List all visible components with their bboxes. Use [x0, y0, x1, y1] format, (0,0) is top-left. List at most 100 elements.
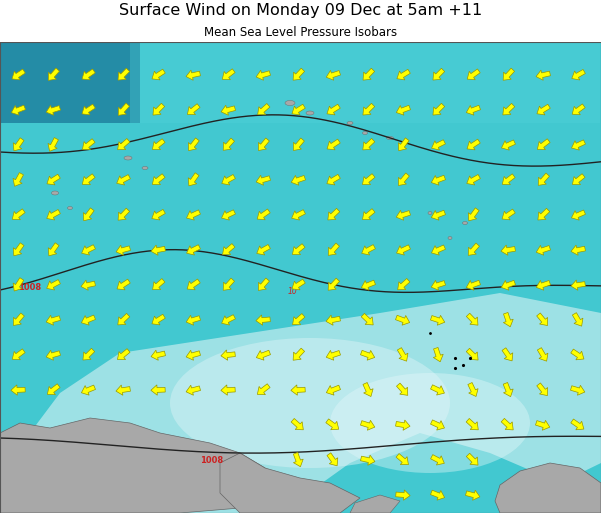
- Polygon shape: [466, 105, 481, 115]
- Polygon shape: [537, 139, 550, 150]
- Polygon shape: [223, 278, 234, 290]
- Polygon shape: [82, 104, 96, 115]
- Polygon shape: [537, 383, 548, 396]
- Polygon shape: [118, 103, 129, 115]
- Polygon shape: [495, 463, 601, 513]
- Polygon shape: [257, 209, 270, 220]
- Polygon shape: [13, 313, 25, 325]
- Polygon shape: [502, 174, 515, 185]
- Polygon shape: [293, 452, 303, 467]
- Polygon shape: [13, 278, 24, 291]
- Polygon shape: [258, 138, 269, 150]
- Polygon shape: [188, 173, 199, 186]
- Polygon shape: [82, 69, 95, 80]
- Polygon shape: [466, 419, 478, 430]
- Polygon shape: [258, 278, 269, 290]
- Polygon shape: [432, 140, 445, 150]
- Polygon shape: [504, 312, 513, 327]
- Polygon shape: [361, 313, 373, 325]
- Polygon shape: [432, 175, 445, 185]
- Polygon shape: [350, 495, 400, 513]
- Polygon shape: [363, 103, 375, 115]
- Polygon shape: [396, 210, 410, 220]
- Polygon shape: [430, 455, 444, 465]
- Polygon shape: [536, 281, 551, 290]
- Polygon shape: [118, 208, 130, 220]
- Polygon shape: [48, 68, 59, 81]
- Polygon shape: [398, 138, 409, 151]
- Polygon shape: [291, 210, 305, 220]
- Polygon shape: [396, 453, 409, 465]
- Polygon shape: [466, 280, 481, 290]
- Polygon shape: [186, 350, 201, 360]
- Ellipse shape: [124, 156, 132, 160]
- Polygon shape: [501, 140, 516, 150]
- Polygon shape: [221, 385, 235, 395]
- Polygon shape: [291, 419, 304, 430]
- Polygon shape: [12, 69, 25, 80]
- Polygon shape: [467, 174, 480, 185]
- Polygon shape: [116, 245, 130, 255]
- Polygon shape: [395, 315, 410, 325]
- Polygon shape: [81, 280, 96, 290]
- Polygon shape: [328, 243, 340, 255]
- Polygon shape: [572, 312, 583, 326]
- Ellipse shape: [142, 167, 148, 169]
- Polygon shape: [537, 313, 548, 326]
- Ellipse shape: [285, 101, 295, 106]
- Polygon shape: [536, 245, 551, 255]
- Ellipse shape: [362, 131, 367, 134]
- Ellipse shape: [347, 122, 353, 125]
- Polygon shape: [466, 348, 478, 360]
- Polygon shape: [186, 245, 201, 255]
- Polygon shape: [82, 245, 96, 255]
- Polygon shape: [363, 139, 375, 150]
- Polygon shape: [430, 420, 445, 430]
- Polygon shape: [327, 174, 340, 185]
- Polygon shape: [257, 384, 270, 394]
- Polygon shape: [431, 280, 445, 290]
- Polygon shape: [222, 244, 235, 254]
- Polygon shape: [13, 172, 23, 186]
- Polygon shape: [502, 348, 513, 361]
- Polygon shape: [326, 315, 340, 325]
- Polygon shape: [186, 385, 201, 395]
- Polygon shape: [535, 420, 550, 430]
- Polygon shape: [361, 420, 375, 430]
- Polygon shape: [326, 419, 339, 430]
- Polygon shape: [538, 173, 549, 185]
- Polygon shape: [222, 174, 236, 185]
- Polygon shape: [153, 103, 165, 115]
- Polygon shape: [117, 279, 130, 290]
- Polygon shape: [432, 210, 445, 220]
- Polygon shape: [151, 350, 165, 360]
- Polygon shape: [47, 280, 61, 290]
- Polygon shape: [257, 245, 270, 255]
- Polygon shape: [117, 349, 130, 360]
- Polygon shape: [222, 69, 235, 80]
- Polygon shape: [397, 383, 407, 396]
- Polygon shape: [11, 105, 25, 115]
- Polygon shape: [84, 208, 94, 221]
- Polygon shape: [293, 244, 305, 254]
- Polygon shape: [223, 138, 234, 150]
- Polygon shape: [362, 209, 375, 220]
- Polygon shape: [188, 138, 200, 151]
- Polygon shape: [571, 419, 584, 430]
- Polygon shape: [186, 210, 201, 220]
- Polygon shape: [47, 384, 60, 394]
- Polygon shape: [327, 139, 340, 150]
- Polygon shape: [398, 173, 409, 186]
- Polygon shape: [152, 314, 165, 325]
- Text: 1008: 1008: [200, 456, 223, 465]
- Polygon shape: [12, 209, 25, 220]
- Polygon shape: [327, 453, 338, 466]
- Text: 1008: 1008: [18, 283, 41, 292]
- Polygon shape: [48, 137, 58, 151]
- Polygon shape: [81, 315, 96, 325]
- Polygon shape: [537, 104, 551, 115]
- Polygon shape: [291, 175, 305, 185]
- Polygon shape: [46, 315, 61, 325]
- Polygon shape: [363, 68, 374, 80]
- Polygon shape: [362, 245, 376, 255]
